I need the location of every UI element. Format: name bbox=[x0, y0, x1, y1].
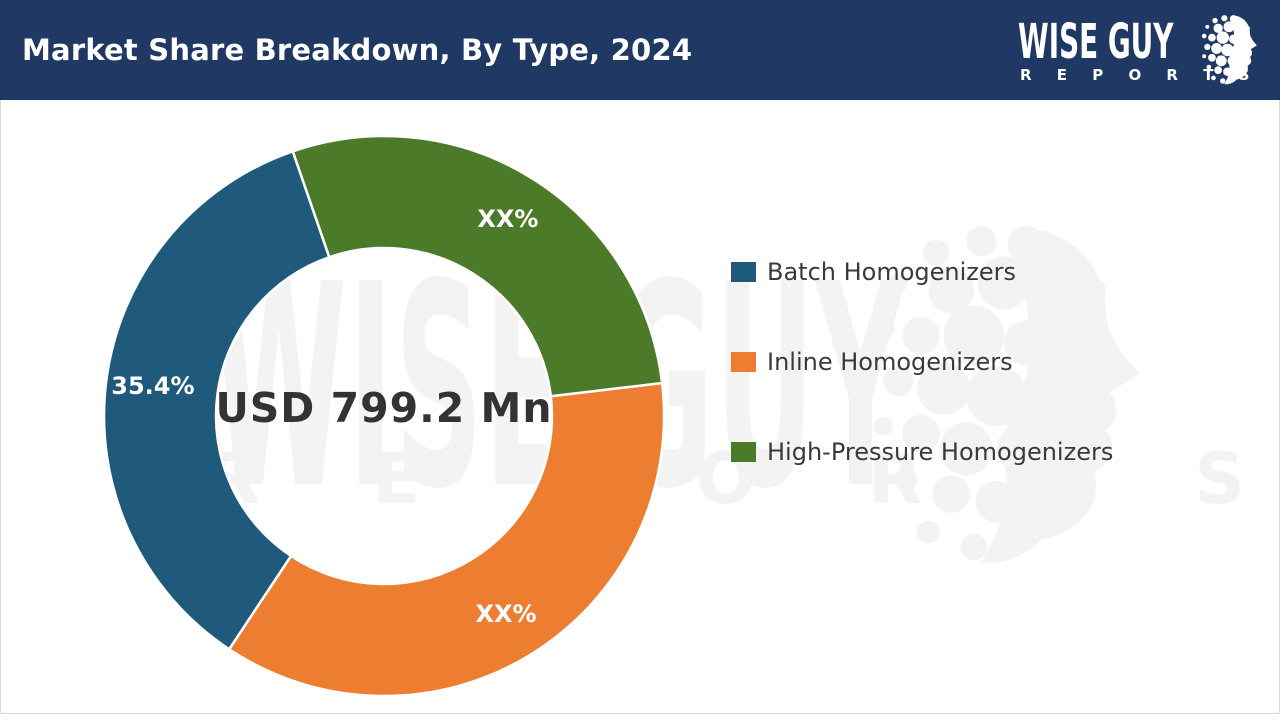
donut-segment-0 bbox=[102, 150, 331, 651]
donut-center-value: USD 799.2 Mn bbox=[215, 384, 553, 432]
donut-svg bbox=[102, 134, 666, 698]
legend-label: Batch Homogenizers bbox=[767, 258, 1017, 286]
chart-canvas: WISE GUY R E P O R T S USD 799.2 Mn 35.4… bbox=[0, 100, 1280, 714]
segment-label-1: XX% bbox=[475, 600, 537, 629]
page-title: Market Share Breakdown, By Type, 2024 bbox=[22, 33, 693, 67]
wise-guy-logo: WISE GUY R E P O R T S bbox=[1018, 10, 1262, 92]
legend-label: Inline Homogenizers bbox=[767, 348, 1013, 376]
header-bar: Market Share Breakdown, By Type, 2024 WI… bbox=[0, 0, 1280, 100]
legend-item-inline: Inline Homogenizers bbox=[731, 348, 1113, 376]
donut-segment-1 bbox=[227, 381, 666, 698]
logo-head-icon bbox=[1198, 13, 1260, 87]
segment-label-2: XX% bbox=[477, 204, 539, 233]
legend-label: High-Pressure Homogenizers bbox=[767, 438, 1114, 466]
logo-wordmark: WISE GUY bbox=[1018, 14, 1174, 70]
chart-legend: Batch Homogenizers Inline Homogenizers H… bbox=[731, 258, 1113, 528]
donut-segment-2 bbox=[291, 134, 664, 398]
legend-swatch-high-pressure bbox=[731, 442, 756, 462]
legend-item-batch: Batch Homogenizers bbox=[731, 258, 1113, 286]
logo-reports-text: R E P O R T S bbox=[1020, 66, 1260, 84]
legend-swatch-batch bbox=[731, 262, 756, 282]
segment-label-0: 35.4% bbox=[111, 372, 195, 401]
legend-item-high-pressure: High-Pressure Homogenizers bbox=[731, 438, 1113, 466]
legend-swatch-inline bbox=[731, 352, 756, 372]
